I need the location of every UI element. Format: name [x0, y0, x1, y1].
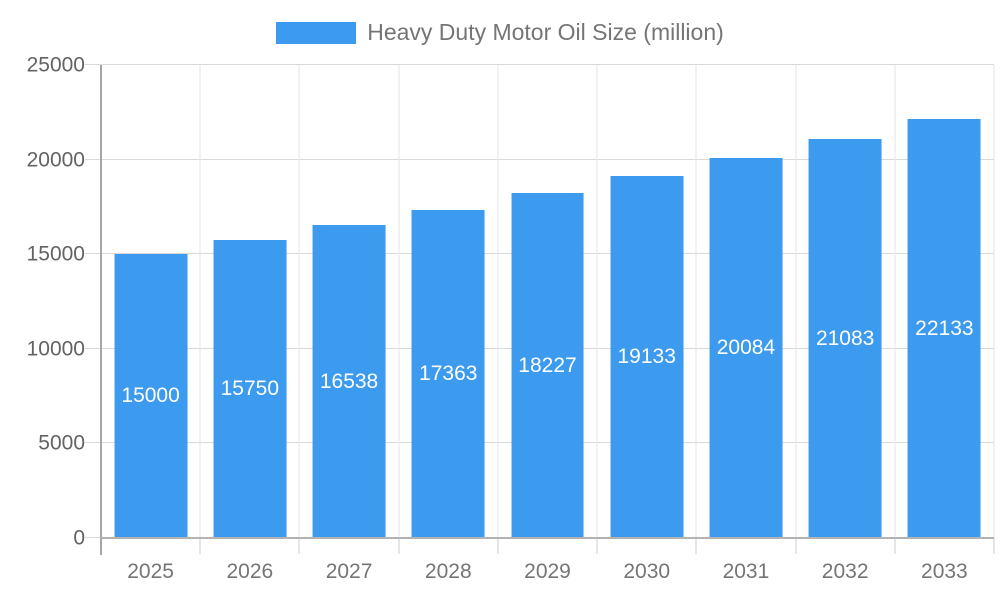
bar[interactable]: 20084 [709, 158, 783, 538]
x-tick-label: 2025 [127, 560, 174, 583]
bar-value-label: 21083 [815, 326, 875, 350]
bar-value-label: 15750 [220, 377, 280, 400]
v-gridline [199, 65, 201, 538]
bar[interactable]: 16538 [312, 225, 386, 538]
x-axis-labels: 2025 2026 2027 2028 2029 2030 2031 2032 2033 [101, 538, 994, 600]
x-axis-tick [993, 538, 995, 554]
x-axis-tick [497, 538, 499, 554]
x-axis-baseline [101, 537, 994, 539]
y-axis-line [100, 65, 102, 555]
v-gridline [795, 65, 797, 538]
x-axis-tick [894, 538, 896, 554]
legend-label: Heavy Duty Motor Oil Size (million) [367, 19, 724, 45]
bar[interactable]: 18227 [511, 193, 584, 538]
bar[interactable]: 15750 [213, 240, 287, 538]
y-tick-label: 0 [73, 526, 85, 550]
v-gridline [298, 65, 300, 538]
bar-value-label: 18227 [518, 353, 577, 377]
y-tick-label: 5000 [38, 431, 85, 455]
bar-value-label: 19133 [617, 345, 676, 368]
h-gridline [85, 64, 994, 65]
v-gridline [894, 65, 896, 538]
y-tick-label: 25000 [26, 53, 85, 77]
x-tick-label: 2026 [226, 560, 274, 583]
x-axis-tick [695, 538, 697, 554]
x-tick-label: 2032 [821, 560, 869, 583]
x-tick-label: 2031 [722, 560, 770, 583]
v-gridline [695, 65, 697, 538]
v-gridline [596, 65, 598, 538]
v-gridline [398, 65, 400, 538]
y-tick-label: 10000 [26, 337, 85, 361]
x-tick-label: 2028 [424, 560, 472, 583]
x-axis-tick [596, 538, 598, 554]
bar-value-label: 15000 [121, 384, 180, 408]
bar-value-label: 17363 [419, 361, 478, 385]
y-tick-label: 20000 [26, 148, 85, 172]
chart-legend: Heavy Duty Motor Oil Size (million) [0, 19, 1000, 46]
bar-value-label: 20084 [716, 336, 776, 359]
bar-value-label: 22133 [915, 316, 974, 340]
bar[interactable]: 17363 [411, 209, 485, 538]
bar-value-label: 16538 [319, 369, 379, 393]
x-axis-tick [298, 538, 300, 554]
bar[interactable]: 19133 [610, 176, 684, 538]
plot-area: 15000 15750 16538 17363 18227 19133 20084 21083… [85, 64, 995, 555]
x-tick-label: 2029 [524, 560, 571, 583]
bar[interactable]: 22133 [907, 119, 981, 538]
v-gridline [993, 65, 995, 538]
y-axis-labels: 0 5000 10000 15000 20000 25000 [0, 55, 85, 549]
bar[interactable]: 15000 [114, 254, 188, 538]
x-axis-tick [199, 538, 201, 554]
x-tick-label: 2030 [623, 560, 671, 583]
x-axis-tick [398, 538, 400, 554]
legend-swatch [276, 21, 357, 44]
x-tick-label: 2033 [921, 560, 968, 583]
bar[interactable]: 21083 [808, 139, 882, 538]
h-gridline [85, 158, 994, 160]
v-gridline [497, 65, 499, 538]
y-tick-label: 15000 [26, 242, 85, 266]
x-axis-tick [795, 538, 797, 554]
x-tick-label: 2027 [325, 560, 373, 583]
